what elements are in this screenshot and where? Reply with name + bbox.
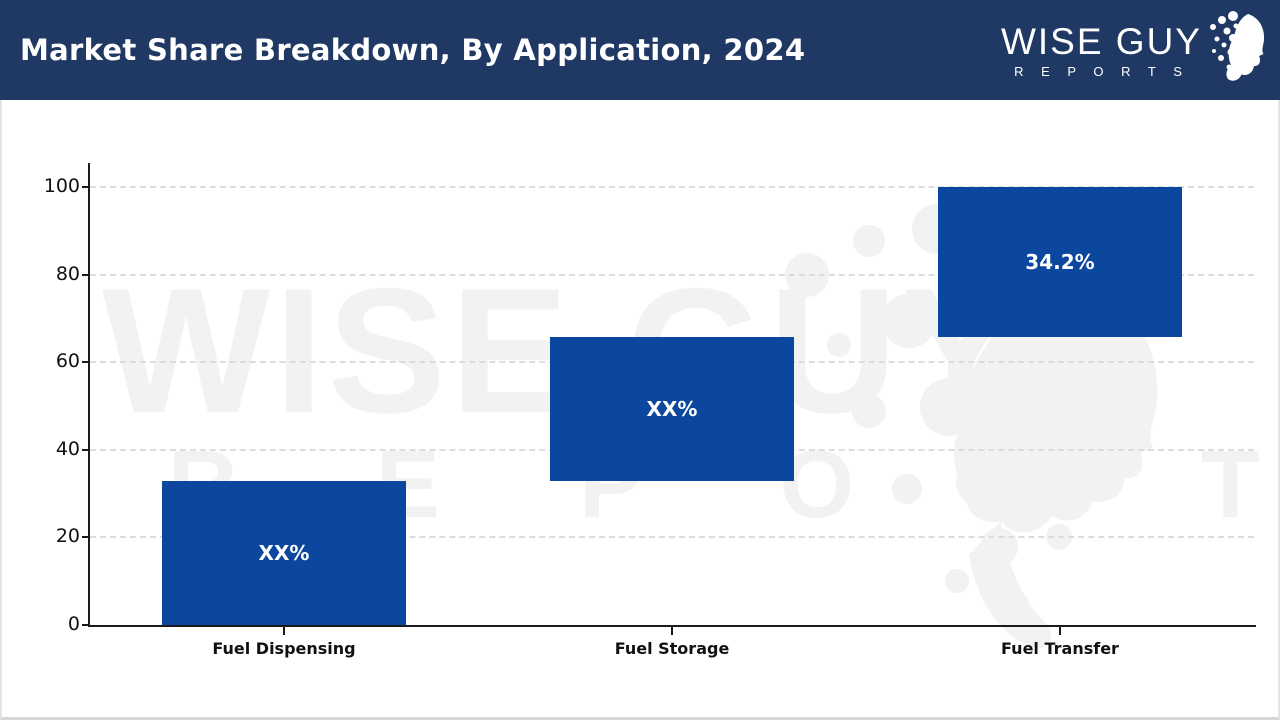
brand-logo: WISE GUY R E P O R T S [1001,11,1266,89]
chart-canvas: WISE GUY R E P O R T S 020406080100XX%XX… [0,100,1280,720]
x-tick-label: Fuel Dispensing [212,639,356,658]
y-tick-label: 20 [55,525,80,548]
y-tick-mark [82,361,90,364]
x-axis-spine [88,625,1256,627]
bar-value-label: 34.2% [1025,249,1095,274]
bar-fuel-dispensing [162,480,406,625]
chart-plot-area: 0 20 40 60 80 100 XX% XX% 34.2% Fuel Dispensing Fu… [2,100,1278,717]
brand-logo-text: WISE GUY R E P O R T S [1001,23,1202,78]
y-tick-mark [82,273,90,276]
logo-wordmark: WISE GUY [1000,20,1202,62]
y-tick-mark [82,186,90,188]
y-tick-label: 100 [43,175,80,197]
y-tick-label: 40 [55,437,80,460]
y-gridline [90,186,1254,188]
x-tick-mark [283,627,285,635]
x-tick-mark [671,627,673,635]
y-tick-mark [82,624,90,626]
y-gridline [90,273,1254,276]
y-tick-label: 60 [55,350,80,373]
x-tick-label: Fuel Storage [614,639,730,658]
bar-value-label: XX% [646,396,698,421]
dotted-head-profile-icon [1210,11,1265,81]
y-tick-label: 0 [67,613,80,635]
logo-reports-label: R E P O R T S [1014,63,1189,79]
x-tick-mark [1059,627,1061,635]
x-tick-label: Fuel Transfer [1001,639,1119,658]
y-axis-spine [88,163,90,627]
page-title: Market Share Breakdown, By Application, … [20,33,806,67]
bar-value-label: XX% [258,540,310,565]
y-tick-mark [82,448,90,451]
bar-fuel-storage [550,336,794,481]
y-gridline [90,536,1254,539]
y-tick-mark [82,536,90,539]
y-tick-label: 80 [55,262,80,285]
header-band: Market Share Breakdown, By Application, … [0,0,1280,100]
